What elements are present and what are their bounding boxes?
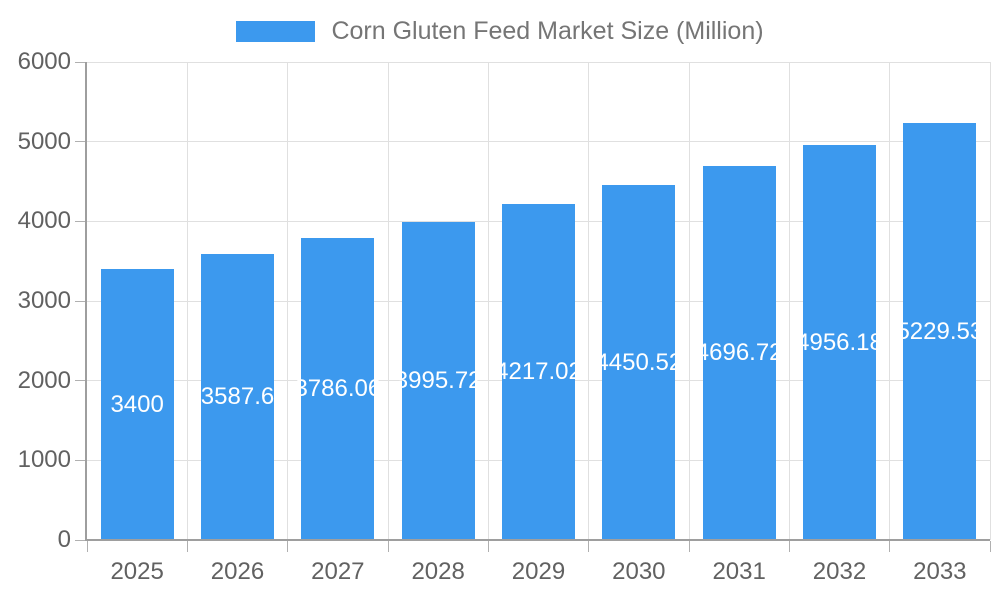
y-gridline (87, 61, 990, 63)
bar[interactable] (100, 269, 174, 540)
x-axis-label: 2027 (311, 558, 365, 585)
y-axis-label: 3000 (17, 287, 71, 314)
bar[interactable] (903, 123, 977, 540)
bar[interactable] (702, 165, 776, 540)
y-axis-tick (75, 459, 85, 461)
x-axis-line (85, 539, 990, 541)
y-axis-tick (75, 220, 85, 222)
y-axis-line (85, 62, 87, 540)
x-axis-tick (487, 541, 489, 552)
x-axis-tick (889, 541, 891, 552)
x-gridline (788, 62, 790, 540)
bar[interactable] (401, 221, 475, 540)
x-gridline (186, 62, 188, 540)
x-axis-tick (387, 541, 389, 552)
x-axis-label: 2031 (712, 558, 766, 585)
x-axis-label: 2029 (511, 558, 566, 585)
x-axis-label: 2028 (411, 558, 465, 585)
x-axis-tick (186, 541, 188, 552)
x-axis-tick (287, 541, 289, 552)
x-axis-label: 2025 (110, 558, 164, 585)
legend-swatch-icon (236, 21, 316, 42)
bar[interactable] (301, 238, 375, 540)
bar[interactable] (502, 204, 575, 540)
bar[interactable] (803, 145, 876, 540)
x-gridline (287, 62, 289, 540)
x-gridline (989, 62, 991, 540)
y-axis-label: 1000 (17, 446, 71, 474)
y-axis-tick (75, 300, 85, 302)
x-gridline (588, 62, 590, 540)
y-axis-label: 0 (57, 526, 71, 553)
y-axis-tick (75, 61, 85, 63)
y-gridline (87, 141, 990, 143)
x-axis-tick (788, 541, 790, 552)
x-gridline (387, 62, 389, 540)
x-gridline (487, 62, 489, 540)
y-axis-label: 4000 (17, 207, 71, 235)
x-axis-label: 2030 (612, 558, 666, 585)
x-axis-tick (989, 541, 991, 552)
x-axis-label: 2032 (812, 558, 867, 585)
chart-legend[interactable]: Corn Gluten Feed Market Size (Million) (0, 17, 1000, 46)
x-gridline (688, 62, 690, 540)
y-axis-label: 5000 (17, 127, 71, 155)
x-axis-tick (588, 541, 590, 552)
y-axis-tick (75, 141, 85, 143)
x-axis-tick (86, 541, 88, 552)
x-axis-label: 2026 (210, 558, 265, 585)
x-axis-tick (688, 541, 690, 552)
x-axis-label: 2033 (913, 558, 967, 585)
y-axis-tick (75, 380, 85, 382)
bar[interactable] (201, 254, 274, 540)
x-gridline (889, 62, 891, 540)
chart-title: Corn Gluten Feed Market Size (Million) (331, 17, 764, 45)
y-axis-label: 2000 (17, 366, 71, 394)
y-axis-tick (75, 539, 85, 541)
bar[interactable] (602, 185, 676, 540)
y-axis-label: 6000 (17, 48, 71, 75)
